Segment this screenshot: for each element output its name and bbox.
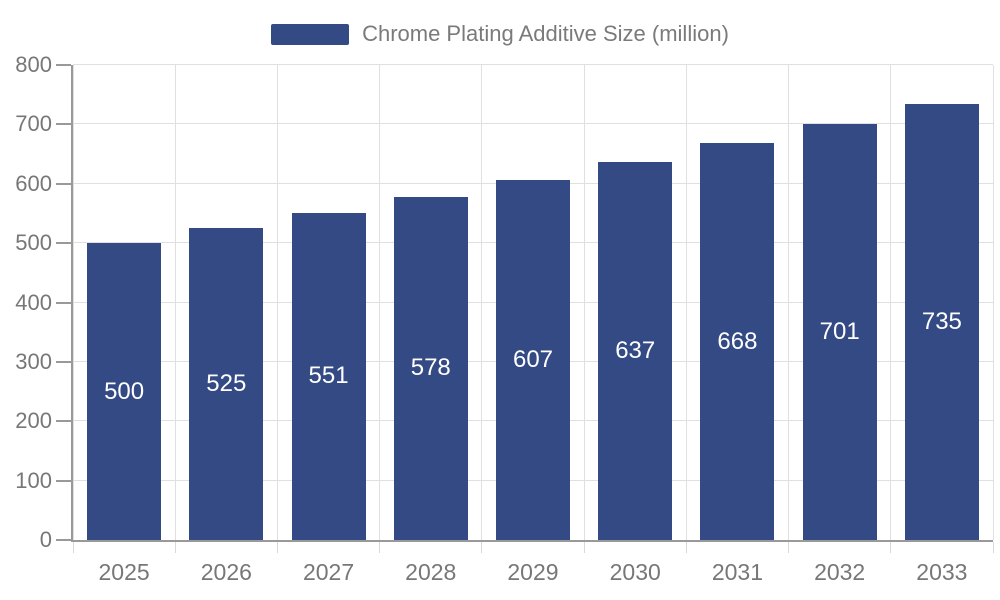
v-gridline: [890, 65, 892, 540]
x-axis-tick: [174, 542, 176, 553]
v-gridline: [685, 65, 687, 540]
bar[interactable]: [496, 179, 570, 540]
h-gridline: [73, 123, 993, 125]
bar-value-label: 637: [615, 336, 656, 364]
x-axis-label: 2030: [609, 559, 661, 585]
x-axis-label: 2032: [814, 559, 866, 585]
y-axis-label: 100: [15, 467, 52, 493]
y-axis-label: 0: [39, 527, 52, 552]
x-axis-label: 2031: [711, 559, 764, 585]
y-axis-tick: [56, 420, 71, 423]
y-axis-label: 400: [15, 289, 52, 315]
v-gridline: [72, 65, 74, 540]
x-axis-tick: [481, 542, 483, 553]
legend-label: Chrome Plating Additive Size (million): [362, 21, 729, 46]
y-axis-label: 500: [15, 230, 52, 256]
bar[interactable]: [598, 161, 673, 540]
bar-value-label: 668: [717, 327, 758, 355]
y-axis-label: 300: [15, 348, 52, 374]
y-axis-label: 200: [15, 408, 52, 434]
bar-value-label: 607: [512, 345, 554, 373]
x-axis-label: 2026: [200, 559, 252, 585]
x-axis-tick: [992, 542, 994, 553]
bar[interactable]: [87, 243, 162, 540]
v-gridline: [174, 65, 176, 540]
bar[interactable]: [904, 103, 979, 540]
y-axis-tick: [56, 123, 71, 126]
y-axis-tick: [56, 479, 71, 482]
bar-value-label: 578: [410, 354, 451, 382]
v-gridline: [379, 65, 381, 540]
x-axis-tick: [890, 542, 892, 553]
legend-swatch: [271, 23, 350, 45]
y-axis-tick: [56, 360, 71, 363]
bar-value-label: 525: [206, 370, 247, 398]
x-axis-label: 2027: [302, 559, 355, 585]
x-axis-label: 2025: [98, 559, 150, 585]
v-gridline: [481, 65, 483, 540]
x-axis-tick: [583, 542, 585, 553]
x-axis-label: 2028: [405, 559, 457, 585]
bar-value-label: 701: [819, 317, 860, 345]
y-axis-label: 800: [15, 52, 52, 77]
plot-area: 500 525 551 578 607 637 668 701 735: [72, 64, 994, 540]
v-gridline: [583, 65, 585, 540]
bar-value-label: 551: [308, 362, 349, 390]
x-axis-tick: [685, 542, 687, 553]
y-axis-tick: [56, 301, 71, 304]
y-axis-tick: [56, 242, 71, 245]
bar-value-label: 735: [921, 307, 962, 335]
v-gridline: [276, 65, 278, 540]
y-axis-tick: [56, 64, 71, 66]
y-axis-line: [71, 65, 73, 542]
h-gridline: [73, 64, 993, 65]
bar[interactable]: [189, 228, 264, 540]
v-gridline: [788, 65, 790, 540]
y-axis-tick: [56, 182, 71, 185]
legend[interactable]: Chrome Plating Additive Size (million): [0, 21, 1000, 47]
bar-value-label: 500: [104, 377, 145, 405]
y-axis-label: 700: [15, 111, 52, 137]
bar[interactable]: [802, 123, 877, 540]
x-axis-line: [71, 540, 993, 542]
x-axis-tick: [276, 542, 278, 553]
bar[interactable]: [393, 196, 468, 540]
v-gridline: [992, 65, 994, 540]
y-axis-label: 600: [15, 170, 52, 196]
x-axis-label: 2033: [916, 559, 968, 585]
bar[interactable]: [291, 212, 366, 540]
x-axis-tick: [788, 542, 790, 553]
y-axis-tick: [56, 539, 71, 541]
x-axis-tick: [72, 542, 74, 553]
x-axis-tick: [379, 542, 381, 553]
x-axis-label: 2029: [507, 559, 559, 585]
bar[interactable]: [700, 143, 775, 540]
